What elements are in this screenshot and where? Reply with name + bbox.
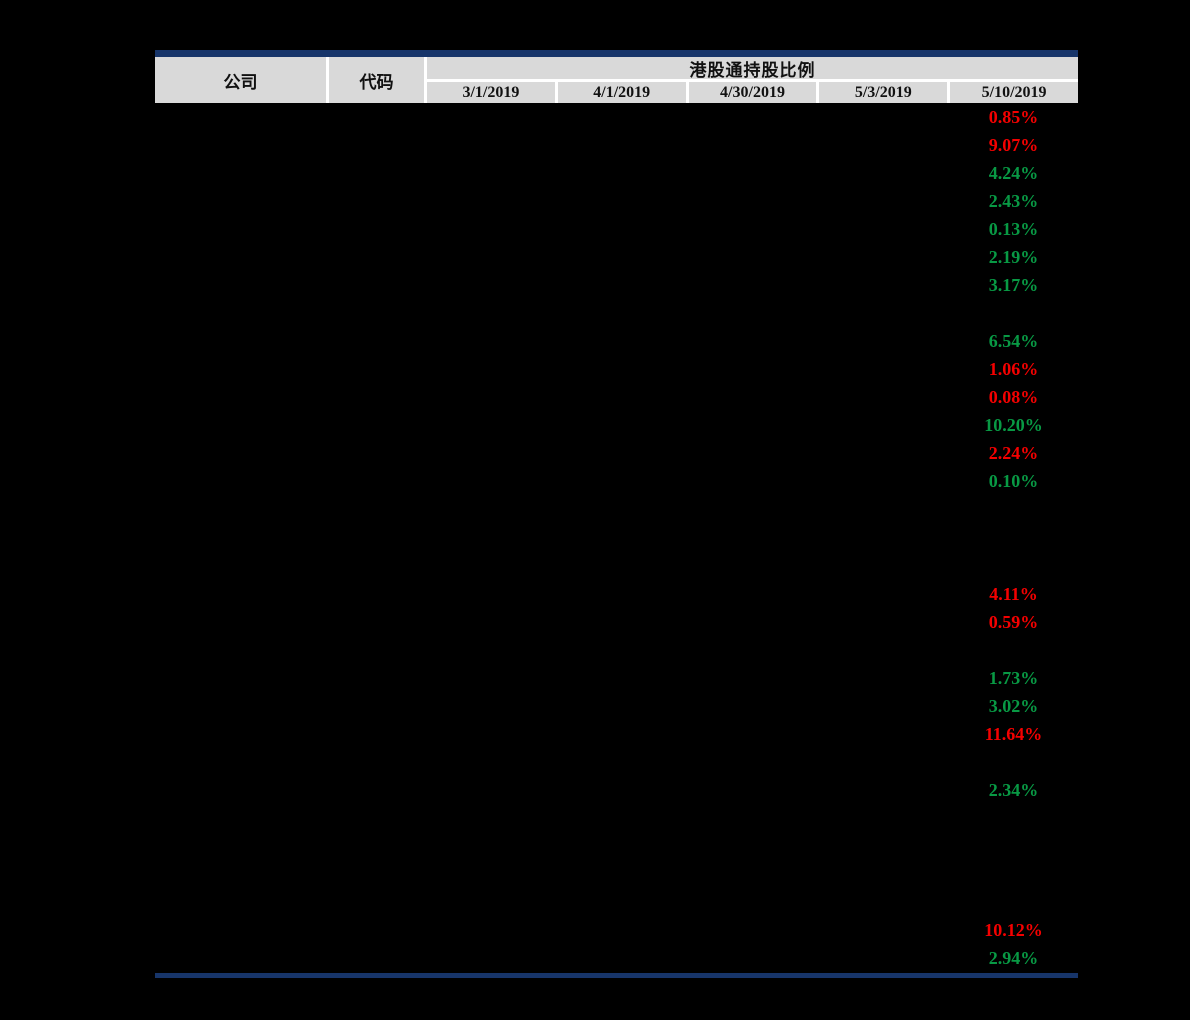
holding-ratio-value: 10.20% [984, 415, 1043, 436]
holding-ratio-value: 0.10% [988, 471, 1039, 492]
table-row: 0.13% [155, 215, 1078, 243]
table-row: 2.34% [155, 777, 1078, 805]
table-row [155, 805, 1078, 833]
header-date-5: 5/10/2019 [950, 82, 1078, 103]
table-row [155, 889, 1078, 917]
table-header: 公司 代码 港股通持股比例 3/1/2019 4/1/2019 4/30/201… [155, 57, 1078, 103]
holding-ratio-value: 0.13% [988, 218, 1039, 239]
table-row [155, 833, 1078, 861]
header-dates-row: 3/1/2019 4/1/2019 4/30/2019 5/3/2019 5/1… [427, 82, 1078, 103]
holding-ratio-value: 4.11% [989, 583, 1038, 604]
table-row: 0.10% [155, 468, 1078, 496]
table-row [155, 552, 1078, 580]
table-row [155, 299, 1078, 327]
holding-ratio-value: 0.85% [988, 106, 1039, 127]
table-row: 11.64% [155, 720, 1078, 748]
holding-ratio-value: 11.64% [984, 723, 1043, 744]
holdings-table: 公司 代码 港股通持股比例 3/1/2019 4/1/2019 4/30/201… [155, 50, 1078, 978]
table-row: 10.20% [155, 412, 1078, 440]
table-row: 2.43% [155, 187, 1078, 215]
table-row: 10.12% [155, 917, 1078, 945]
table-row: 9.07% [155, 131, 1078, 159]
table-row: 4.24% [155, 159, 1078, 187]
header-date-4: 5/3/2019 [819, 82, 948, 103]
table-row: 1.73% [155, 664, 1078, 692]
holding-ratio-value: 0.08% [988, 387, 1039, 408]
holding-ratio-value: 1.06% [988, 359, 1039, 380]
holding-ratio-value: 1.73% [988, 667, 1039, 688]
table-row: 3.17% [155, 271, 1078, 299]
table-row: 2.24% [155, 440, 1078, 468]
holding-ratio-value: 2.34% [988, 780, 1039, 801]
table-row [155, 748, 1078, 776]
table-row: 4.11% [155, 580, 1078, 608]
table-row [155, 496, 1078, 524]
holding-ratio-value: 2.94% [988, 948, 1039, 969]
table-row: 2.94% [155, 945, 1078, 973]
table-top-border [155, 50, 1078, 57]
holding-ratio-value: 2.24% [988, 443, 1039, 464]
table-body: 0.85% 9.07% 4.24% 2.43% 0.13% 2.19% 3.17% 6.54%… [155, 103, 1078, 973]
table-row: 0.08% [155, 384, 1078, 412]
holding-ratio-value: 3.17% [988, 274, 1039, 295]
table-row [155, 524, 1078, 552]
holding-ratio-value: 9.07% [988, 134, 1039, 155]
table-row: 0.85% [155, 103, 1078, 131]
table-row: 1.06% [155, 356, 1078, 384]
header-date-3: 4/30/2019 [688, 82, 817, 103]
holding-ratio-value: 0.59% [988, 611, 1039, 632]
holding-ratio-value: 2.19% [988, 246, 1039, 267]
holding-ratio-value: 10.12% [984, 920, 1043, 941]
header-date-group: 港股通持股比例 3/1/2019 4/1/2019 4/30/2019 5/3/… [427, 57, 1078, 103]
table-row: 2.19% [155, 243, 1078, 271]
table-row: 0.59% [155, 608, 1078, 636]
holding-ratio-value: 6.54% [988, 331, 1039, 352]
table-row [155, 861, 1078, 889]
holding-ratio-value: 4.24% [988, 162, 1039, 183]
header-group-title: 港股通持股比例 [427, 57, 1078, 80]
header-company: 公司 [155, 57, 326, 103]
table-row [155, 636, 1078, 664]
header-date-1: 3/1/2019 [427, 82, 555, 103]
header-date-2: 4/1/2019 [557, 82, 686, 103]
table-row: 6.54% [155, 328, 1078, 356]
holding-ratio-value: 3.02% [988, 695, 1039, 716]
header-code: 代码 [329, 57, 424, 103]
holding-ratio-value: 2.43% [988, 190, 1039, 211]
table-row: 3.02% [155, 692, 1078, 720]
table-bottom-border [155, 973, 1078, 978]
